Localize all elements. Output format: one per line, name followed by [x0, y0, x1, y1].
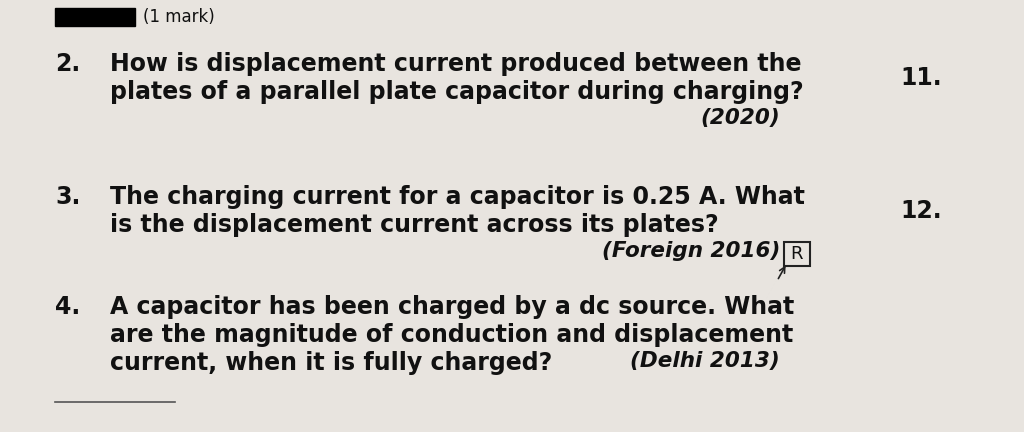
- Text: (Delhi 2013): (Delhi 2013): [630, 351, 780, 371]
- Text: 3.: 3.: [55, 185, 80, 209]
- Text: (2020): (2020): [700, 108, 780, 128]
- Text: 12.: 12.: [900, 199, 942, 223]
- Text: (Foreign 2016): (Foreign 2016): [602, 241, 780, 261]
- Text: How is displacement current produced between the: How is displacement current produced bet…: [110, 52, 802, 76]
- Text: is the displacement current across its plates?: is the displacement current across its p…: [110, 213, 719, 237]
- Text: 4.: 4.: [55, 295, 80, 319]
- Text: R: R: [791, 245, 803, 263]
- Text: 11.: 11.: [900, 66, 942, 90]
- FancyBboxPatch shape: [784, 242, 810, 266]
- Text: plates of a parallel plate capacitor during charging?: plates of a parallel plate capacitor dur…: [110, 80, 804, 104]
- Text: (1 mark): (1 mark): [143, 8, 215, 26]
- Text: 2.: 2.: [55, 52, 80, 76]
- Bar: [55, 8, 135, 26]
- Text: are the magnitude of conduction and displacement: are the magnitude of conduction and disp…: [110, 323, 794, 347]
- Text: current, when it is fully charged?: current, when it is fully charged?: [110, 351, 552, 375]
- Text: A capacitor has been charged by a dc source. What: A capacitor has been charged by a dc sou…: [110, 295, 795, 319]
- Text: The charging current for a capacitor is 0.25 A. What: The charging current for a capacitor is …: [110, 185, 805, 209]
